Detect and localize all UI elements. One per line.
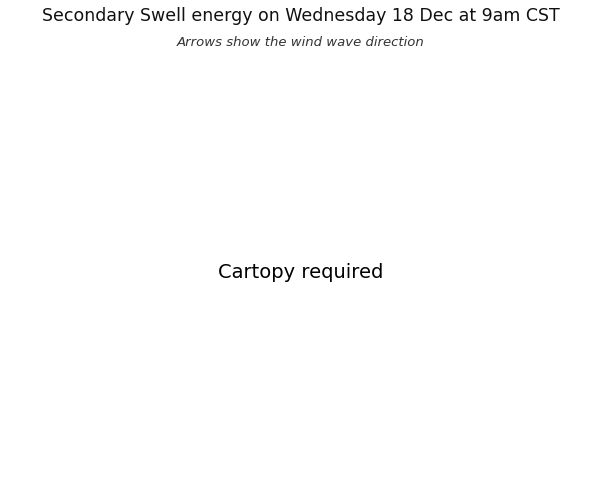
Text: Cartopy required: Cartopy required bbox=[218, 263, 383, 282]
Text: Secondary Swell energy on Wednesday 18 Dec at 9am CST: Secondary Swell energy on Wednesday 18 D… bbox=[41, 7, 560, 25]
Text: Arrows show the wind wave direction: Arrows show the wind wave direction bbox=[177, 36, 424, 49]
